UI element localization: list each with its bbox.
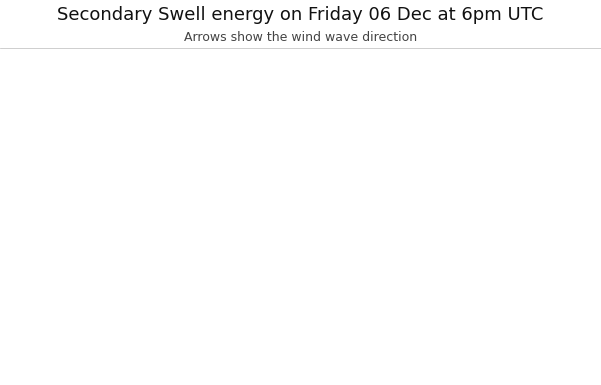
Text: Secondary Swell energy on Friday 06 Dec at 6pm UTC: Secondary Swell energy on Friday 06 Dec …: [57, 7, 544, 24]
Text: cartopy required: cartopy required: [243, 209, 358, 224]
Text: Arrows show the wind wave direction: Arrows show the wind wave direction: [184, 31, 417, 44]
